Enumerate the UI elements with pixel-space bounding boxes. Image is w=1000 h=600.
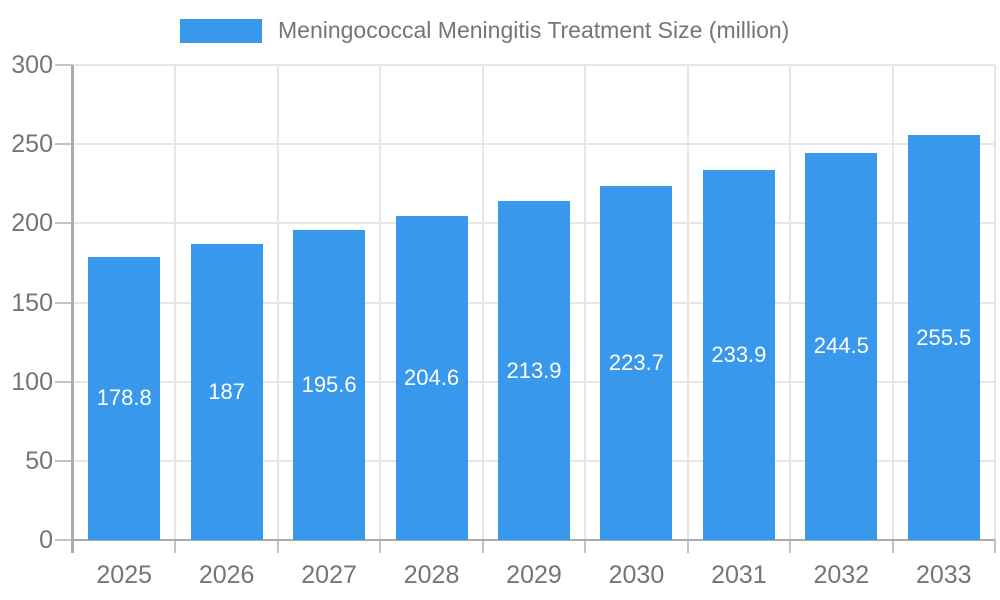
gridline-v (789, 65, 792, 540)
gridline-v (994, 65, 996, 540)
bar-value-label: 244.5 (813, 333, 869, 359)
y-axis-label: 100 (11, 367, 53, 396)
gridline-v (379, 65, 382, 540)
x-axis-tick (789, 540, 792, 553)
bar-value-label: 187 (208, 378, 246, 404)
x-axis-label: 2028 (403, 561, 460, 589)
y-axis-tick (55, 143, 73, 146)
y-axis-tick (55, 64, 73, 66)
x-axis-label: 2031 (711, 561, 767, 589)
bar-value-label: 223.7 (608, 349, 664, 375)
y-axis-label: 150 (11, 288, 53, 317)
gridline-v (276, 65, 279, 540)
bar-value-label: 204.6 (404, 365, 460, 391)
y-axis-tick (55, 539, 73, 541)
bar-value-label: 233.9 (711, 341, 767, 367)
gridline-v (584, 65, 587, 540)
bar-value-label: 195.6 (301, 372, 357, 398)
y-axis-line (71, 65, 74, 553)
bar-2030 (600, 185, 673, 540)
x-axis-line (71, 539, 995, 541)
gridline-v (174, 65, 177, 540)
legend-label: Meningococcal Meningitis Treatment Size … (278, 17, 790, 43)
y-axis-label: 200 (11, 209, 53, 238)
bar-2027 (293, 230, 366, 540)
y-axis-tick (55, 459, 73, 462)
bar-value-label: 178.8 (96, 385, 152, 411)
x-axis-label: 2029 (506, 561, 562, 589)
y-axis-label: 300 (11, 51, 53, 79)
x-axis-tick (994, 540, 996, 553)
bar-2032 (805, 152, 878, 540)
y-axis-tick (55, 301, 73, 304)
x-axis-label: 2027 (301, 561, 357, 589)
bar-2029 (498, 201, 570, 540)
gridline-h (73, 143, 995, 146)
gridline-v (891, 65, 894, 540)
x-axis-label: 2033 (915, 561, 972, 589)
bar-2033 (907, 135, 980, 540)
bar-2025 (88, 256, 161, 540)
y-axis-label: 250 (11, 130, 53, 159)
x-axis-tick (379, 540, 382, 553)
bar-2028 (395, 216, 468, 540)
bar-2026 (190, 243, 263, 540)
x-axis-tick (891, 540, 894, 553)
y-axis-label: 50 (25, 446, 53, 475)
x-axis-tick (481, 540, 484, 553)
x-axis-tick (584, 540, 587, 553)
x-axis-tick (174, 540, 177, 553)
x-axis-label: 2026 (198, 561, 255, 589)
x-axis-label: 2030 (608, 561, 665, 589)
gridline-v (481, 65, 484, 540)
x-axis-label: 2025 (96, 561, 153, 589)
bar-2031 (702, 169, 775, 540)
chart-legend: Meningococcal Meningitis Treatment Size … (180, 17, 789, 44)
x-axis-tick (686, 540, 689, 553)
bar-value-label: 255.5 (916, 324, 972, 350)
gridline-h (73, 64, 995, 66)
x-axis-label: 2032 (813, 561, 870, 589)
x-axis-tick (276, 540, 279, 553)
y-axis-tick (55, 222, 73, 225)
legend-swatch (180, 18, 262, 43)
y-axis-label: 0 (39, 526, 53, 554)
y-axis-tick (55, 380, 73, 383)
gridline-v (686, 65, 689, 540)
bar-value-label: 213.9 (506, 357, 562, 383)
